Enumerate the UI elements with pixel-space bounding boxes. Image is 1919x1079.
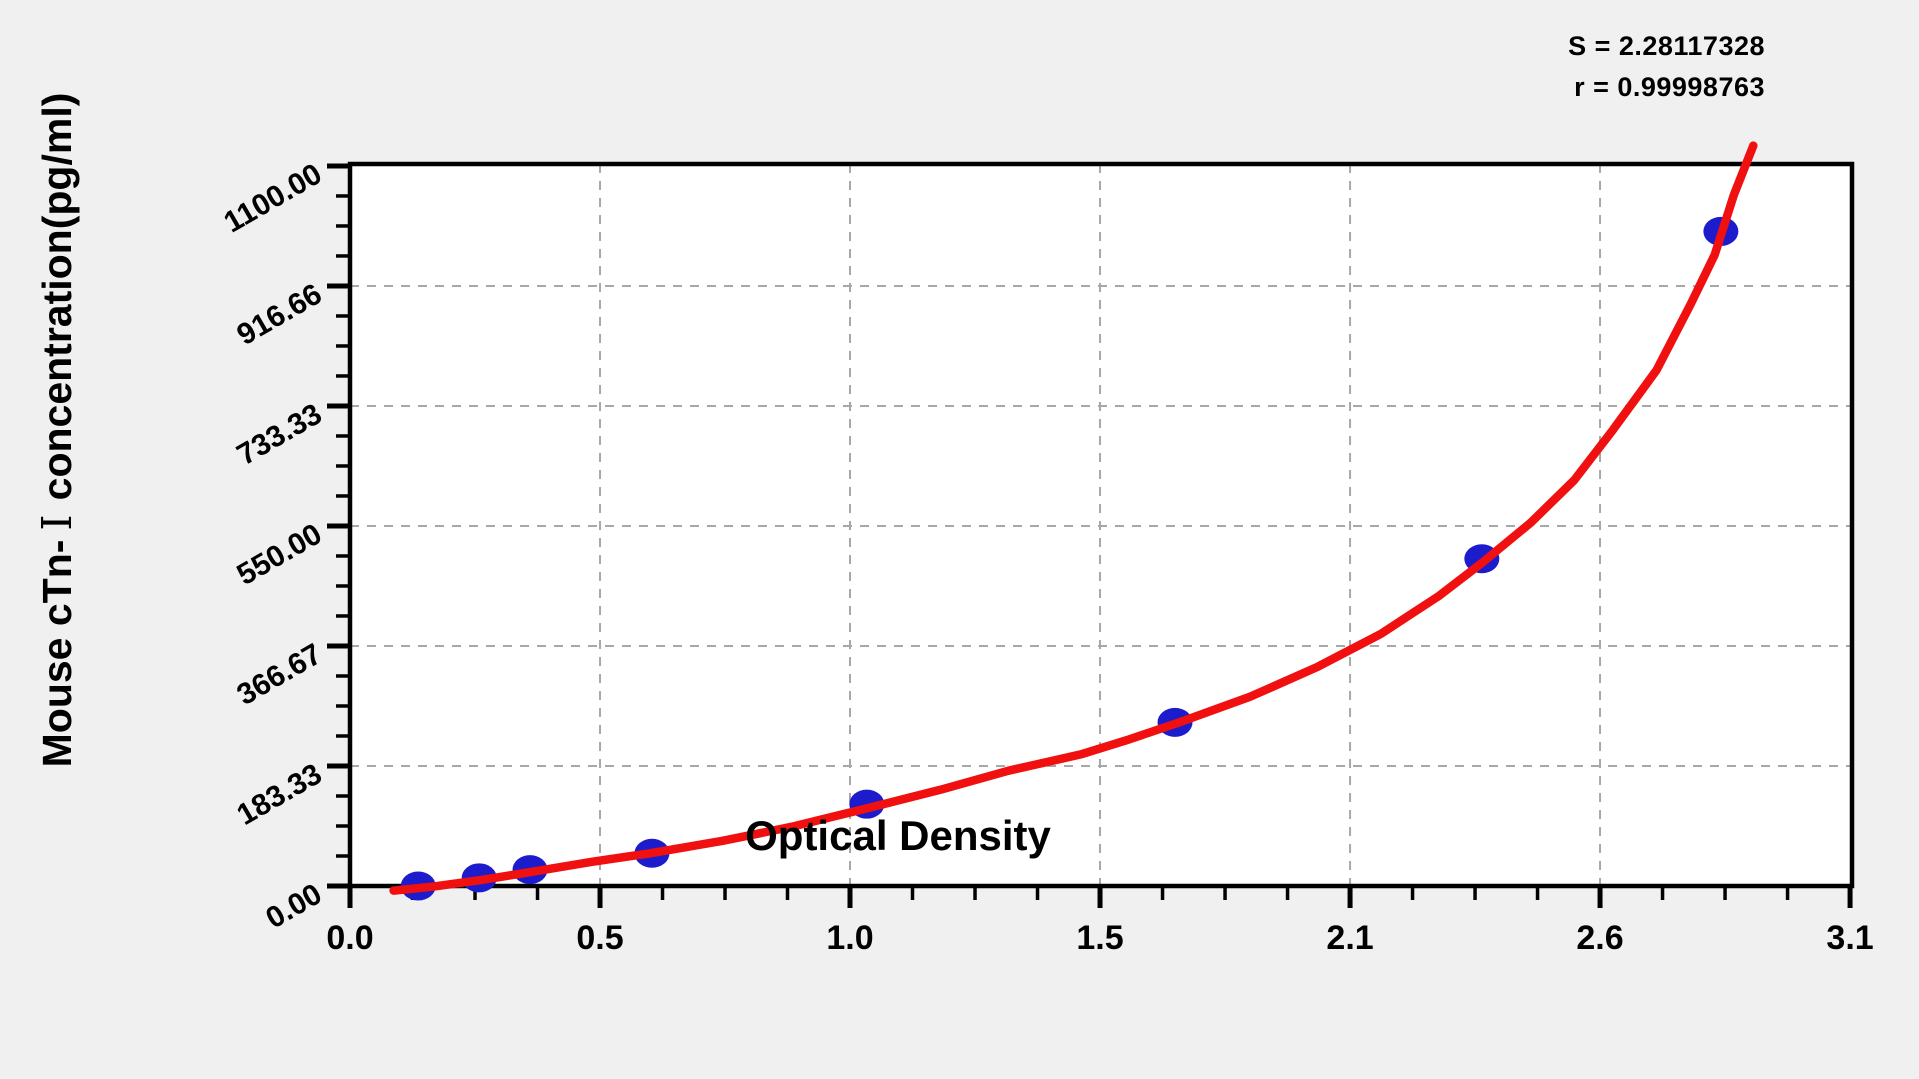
y-axis-title-suffix: concentration(pg/ml) [34, 92, 80, 501]
x-tick-label: 0.0 [326, 919, 373, 957]
y-tick-label: 733.33 [232, 397, 328, 471]
y-tick-label: 1100.00 [219, 157, 328, 239]
y-axis-title-prefix: Mouse cTn- [34, 539, 80, 768]
fit-statistics: S = 2.28117328 r = 0.99998763 [1568, 26, 1765, 108]
y-tick-label: 183.33 [232, 757, 328, 831]
x-tick-label: 0.5 [576, 919, 623, 957]
y-tick-label: 550.00 [232, 517, 328, 591]
x-tick-label: 3.1 [1826, 919, 1873, 957]
r-value: r = 0.99998763 [1574, 72, 1765, 102]
x-axis-title: Optical Density [745, 812, 1051, 859]
y-tick-label: 366.67 [232, 637, 328, 711]
y-tick-label: 916.66 [232, 277, 328, 351]
x-tick-label: 2.6 [1576, 919, 1623, 957]
fitted-curve [389, 141, 1758, 895]
x-tick-label: 1.0 [826, 919, 873, 957]
s-value: S = 2.28117328 [1568, 31, 1765, 61]
y-axis-title-numeral: Ⅰ [34, 514, 80, 531]
y-tick-label: 0.00 [260, 877, 327, 935]
x-tick-label: 2.1 [1326, 919, 1373, 957]
x-tick-label: 1.5 [1076, 919, 1123, 957]
y-axis-title: Mouse cTn- Ⅰconcentration(pg/ml) [33, 93, 81, 768]
